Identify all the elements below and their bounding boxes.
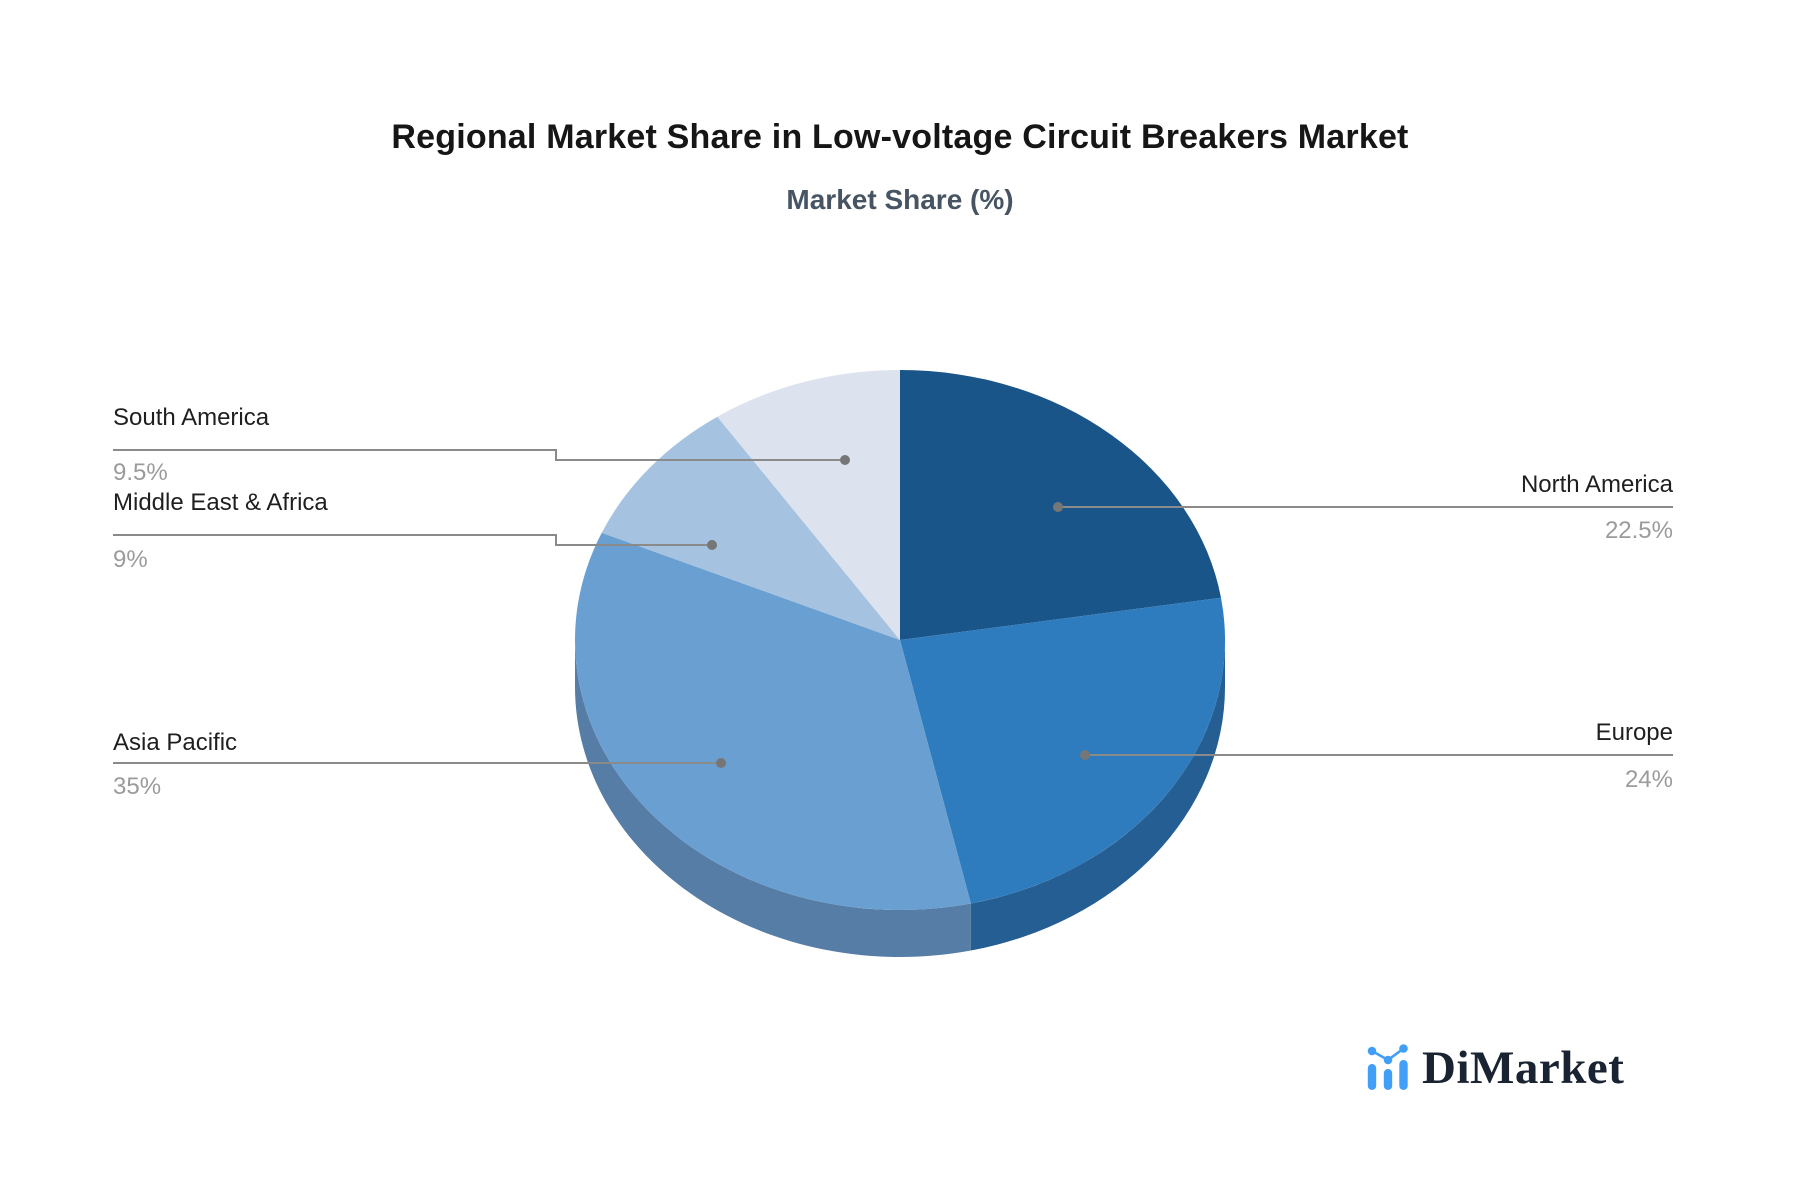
pie-slice-europe[interactable] <box>900 597 1226 904</box>
pie-slice-middle-east-africa[interactable] <box>601 416 900 640</box>
brand-logo: DiMarket <box>1367 1042 1625 1094</box>
slice-value-europe: 24% <box>1624 766 1673 793</box>
pie-slice-asia-pacific[interactable] <box>574 532 971 911</box>
pie-3d-sides <box>575 640 1225 958</box>
slice-label-south-america: South America <box>113 404 270 431</box>
leader-dot-europe <box>1080 750 1090 760</box>
pie-slice-side-europe <box>970 640 1225 951</box>
slice-value-asia-pacific: 35% <box>113 773 162 800</box>
slice-value-middle-east-africa: 9% <box>113 546 148 573</box>
slice-label-asia-pacific: Asia Pacific <box>113 729 238 756</box>
chart-title: Regional Market Share in Low-voltage Cir… <box>391 118 1409 156</box>
leader-dot-south-america <box>840 455 850 465</box>
slice-label-north-america: North America <box>1520 471 1673 498</box>
slice-value-south-america: 9.5% <box>113 459 168 486</box>
slice-label-middle-east-africa: Middle East & Africa <box>113 489 328 516</box>
slice-value-north-america: 22.5% <box>1604 517 1673 544</box>
leader-dot-middle-east-africa <box>707 540 717 550</box>
leader-dot-asia-pacific <box>716 758 726 768</box>
chart-subtitle: Market Share (%) <box>786 184 1014 215</box>
pie-slice-south-america[interactable] <box>717 370 900 640</box>
brand-name: DiMarket <box>1422 1042 1625 1094</box>
leader-line-south-america <box>113 449 845 461</box>
leader-line-middle-east-africa <box>113 534 712 546</box>
leader-dots <box>707 455 1090 768</box>
leader-lines <box>113 449 1673 764</box>
leader-dot-north-america <box>1053 502 1063 512</box>
pie-slices <box>574 370 1226 911</box>
logo-bar-chart-icon <box>1367 1044 1408 1090</box>
slice-label-europe: Europe <box>1595 719 1673 746</box>
pie-slice-side-asia-pacific <box>575 640 971 958</box>
